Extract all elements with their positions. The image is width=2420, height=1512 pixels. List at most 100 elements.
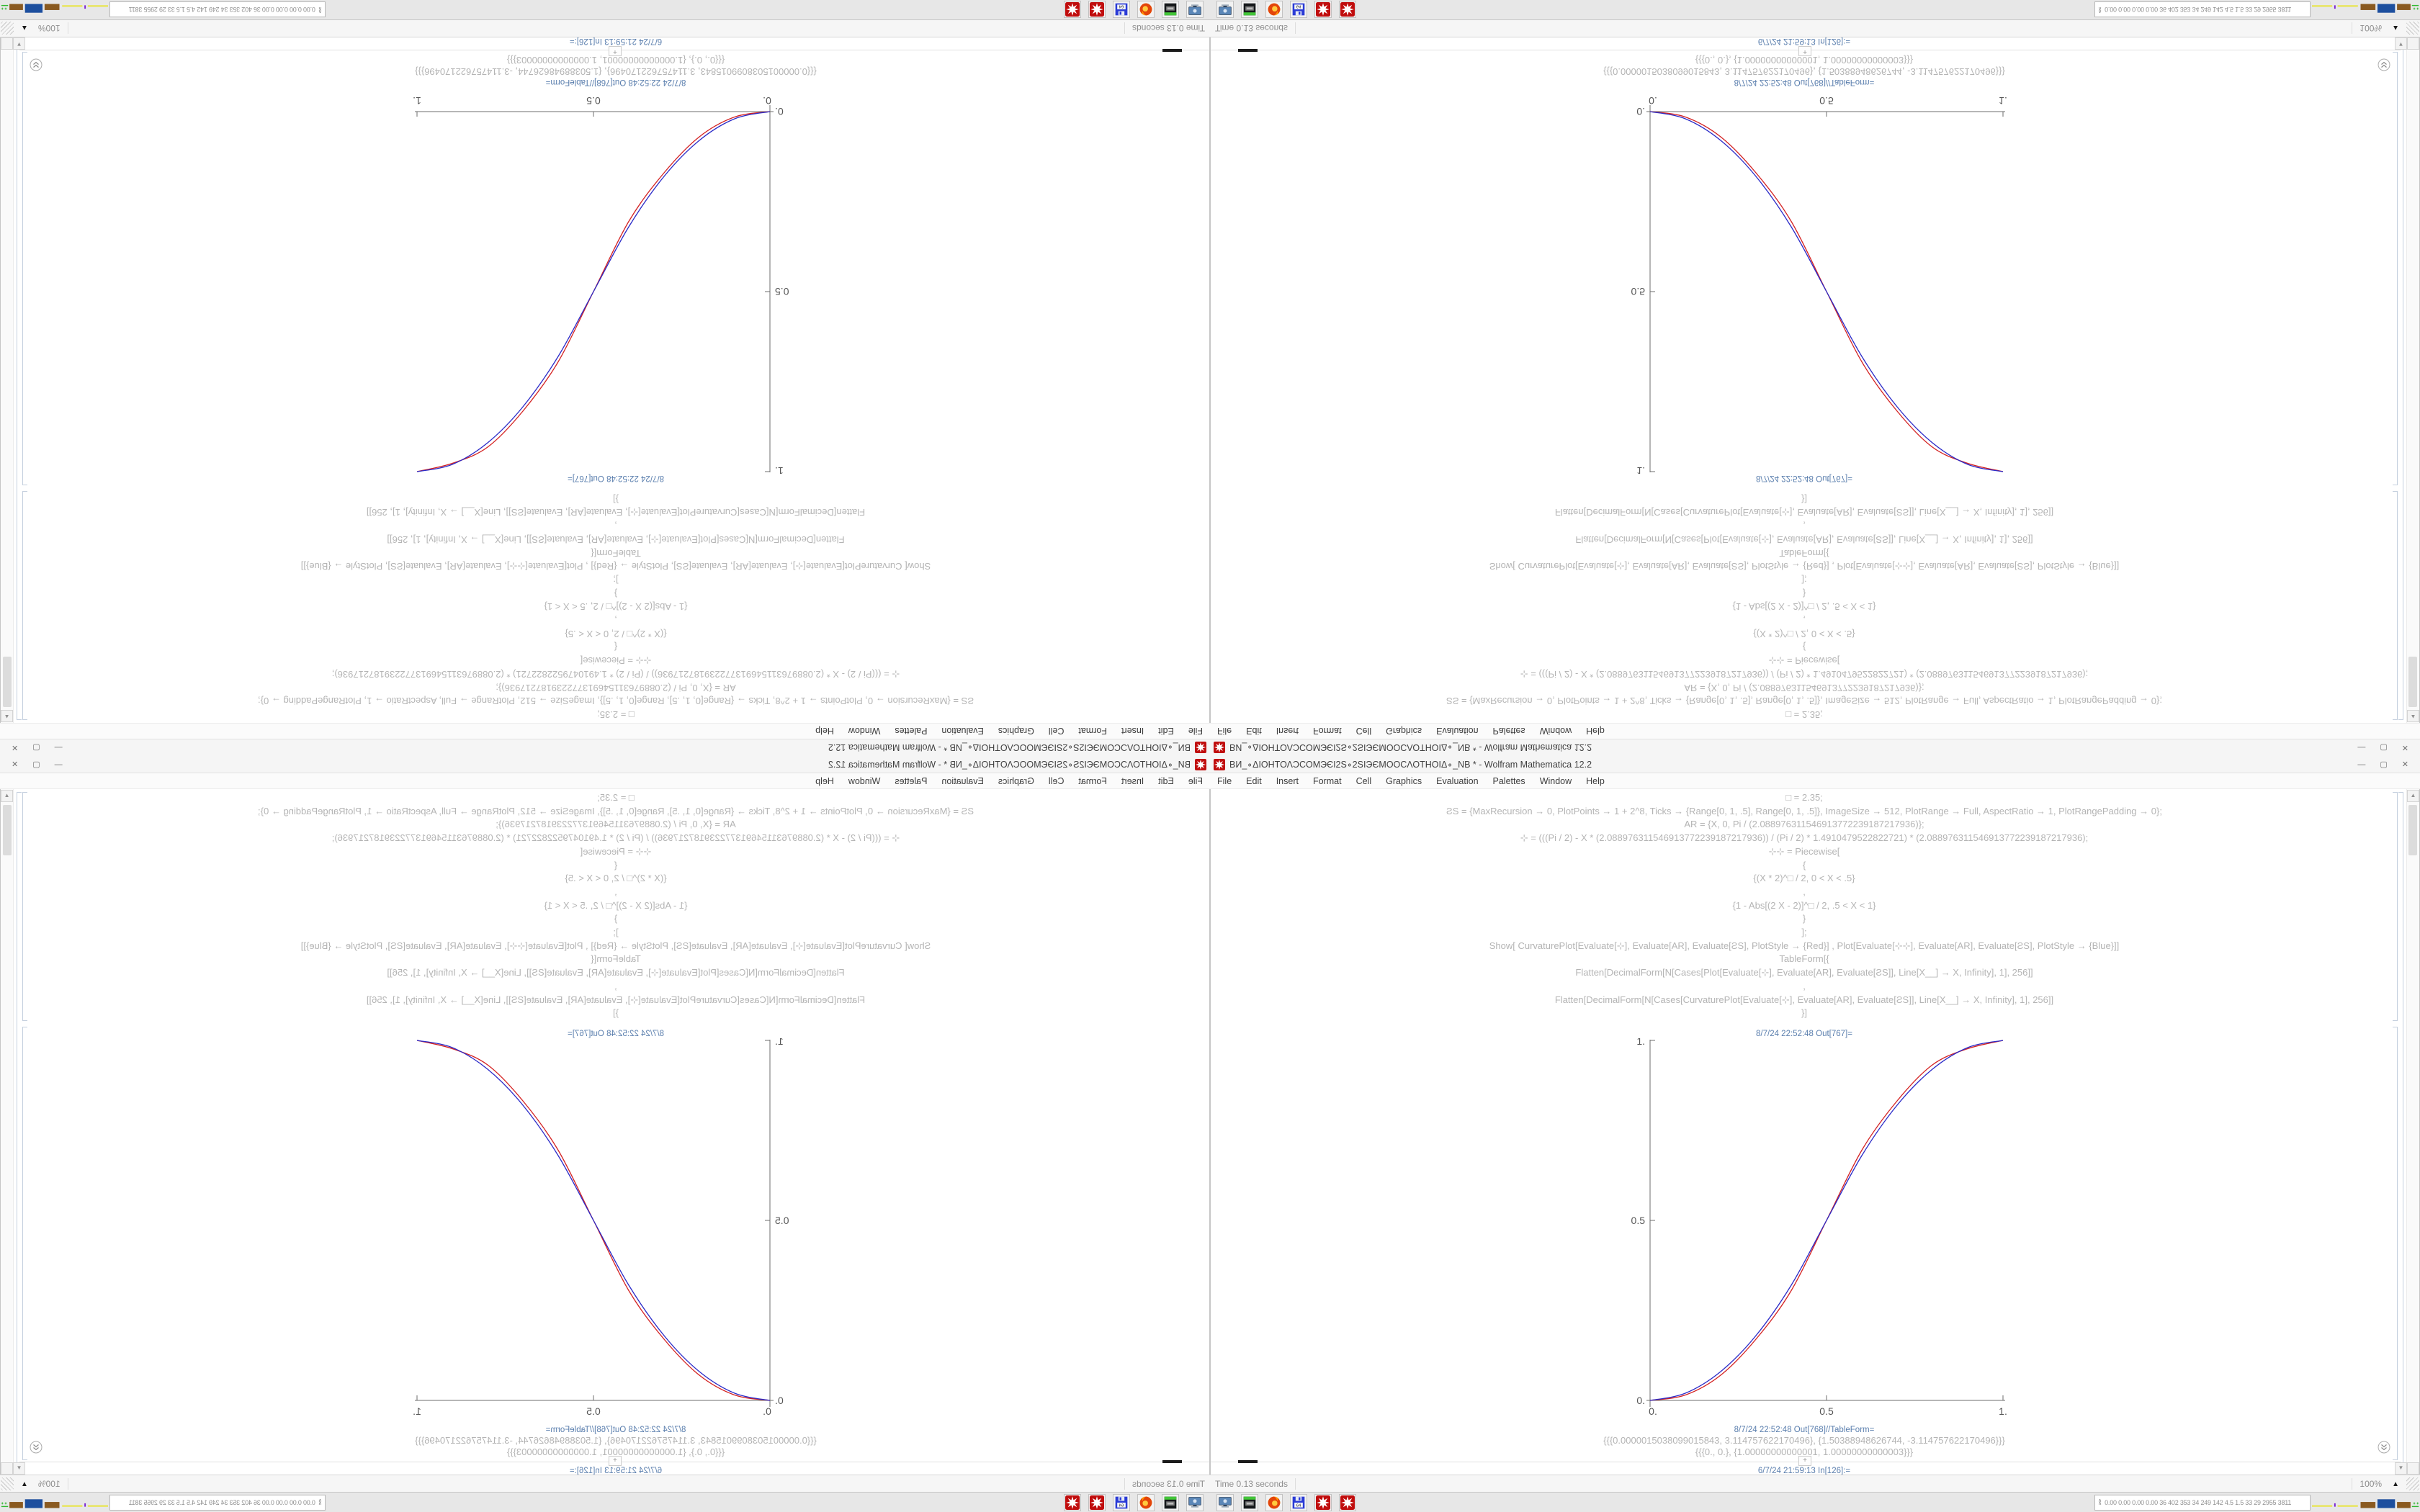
menu-help[interactable]: Help <box>815 775 834 786</box>
zoom-level[interactable]: 100% <box>2360 1479 2383 1489</box>
code-line[interactable]: } <box>1802 588 1806 599</box>
horizontal-scroll-thumb[interactable] <box>1162 1460 1182 1463</box>
code-line[interactable]: , <box>1803 886 1806 897</box>
menu-insert[interactable]: Insert <box>1276 726 1299 737</box>
code-line[interactable]: {1 - Abs[(2 X - 2)]^□ / 2, .5 < X < 1} <box>544 601 688 613</box>
cell-bracket-output[interactable] <box>22 1027 27 1460</box>
tray-expand-icon[interactable]: ∧ ∧ <box>2098 1498 2102 1506</box>
tray-readout-panel[interactable]: ∧ ∧ 0.00 0.00 0.00 0.00 36 402 353 34 249… <box>109 1 326 17</box>
scroll-down-icon[interactable]: ▼ <box>2395 1462 2407 1475</box>
mathematica-kernel-icon[interactable] <box>1314 1 1332 18</box>
code-line[interactable]: TableForm[{ <box>1779 953 1829 965</box>
gpu-tool-icon[interactable] <box>1241 1 1258 18</box>
code-line[interactable]: Flatten[DecimalForm[N[Cases[Plot[Evaluat… <box>1575 534 2033 545</box>
mathematica-kernel-icon[interactable] <box>1088 1494 1106 1511</box>
menu-insert[interactable]: Insert <box>1121 775 1144 786</box>
gpu-tool-icon[interactable] <box>1241 1494 1258 1511</box>
menu-graphics[interactable]: Graphics <box>1386 726 1422 737</box>
code-line[interactable]: Flatten[DecimalForm[N[Cases[CurvaturePlo… <box>366 994 866 1005</box>
code-line[interactable]: AR = {X, 0, Pi / (2.08897631154691377223… <box>1684 682 1924 693</box>
code-line[interactable]: ƧS = {MaxRecursion → 0, PlotPoints → 1 +… <box>1446 696 2162 707</box>
code-line[interactable]: , <box>614 980 617 991</box>
menu-file[interactable]: File <box>1217 726 1232 737</box>
floppy-64-icon[interactable]: 64 <box>1290 1 1307 18</box>
code-line[interactable]: Flatten[DecimalForm[N[Cases[CurvaturePlo… <box>366 507 866 518</box>
menu-palettes[interactable]: Palettes <box>895 775 928 786</box>
code-line[interactable]: }] <box>1801 493 1807 505</box>
cell-bracket-output[interactable] <box>22 52 27 485</box>
code-line[interactable]: , <box>1803 521 1806 532</box>
code-line[interactable]: Flatten[DecimalForm[N[Cases[Plot[Evaluat… <box>387 534 845 545</box>
scroll-up-icon[interactable]: ▲ <box>2407 710 2419 722</box>
code-line[interactable]: ⊹ = (((Pi / 2) - X * (2.0889763115469137… <box>1520 668 2089 680</box>
code-line[interactable]: □ = 2.35; <box>1785 709 1823 720</box>
code-line[interactable]: {(X * 2)^□ / 2, 0 < X < .5} <box>565 628 667 639</box>
menu-edit[interactable]: Edit <box>1246 726 1262 737</box>
code-line[interactable]: ƧS = {MaxRecursion → 0, PlotPoints → 1 +… <box>258 805 974 816</box>
code-line[interactable]: ⊹ = (((Pi / 2) - X * (2.0889763115469137… <box>331 668 900 680</box>
input-cell[interactable]: □ = 2.35; ƧS = {MaxRecursion → 0, PlotPo… <box>1211 492 2398 721</box>
tray-expand-icon[interactable]: ∧ ∧ <box>318 6 322 14</box>
cell-bracket-output[interactable] <box>2393 1027 2398 1460</box>
insert-cell-button[interactable]: + <box>1798 1456 1811 1466</box>
system-monitor-icon[interactable] <box>1186 1494 1204 1511</box>
code-line[interactable]: {1 - Abs[(2 X - 2)]^□ / 2, .5 < X < 1} <box>1732 899 1876 911</box>
code-line[interactable]: Flatten[DecimalForm[N[Cases[Plot[Evaluat… <box>1575 967 2033 978</box>
mathematica-kernel-icon[interactable] <box>1088 1 1106 18</box>
menu-file[interactable]: File <box>1188 726 1203 737</box>
resize-grip-icon[interactable] <box>1 1477 14 1490</box>
menu-evaluation[interactable]: Evaluation <box>1436 726 1479 737</box>
mathematica-kernel-icon[interactable] <box>1314 1494 1332 1511</box>
insert-cell-button[interactable]: + <box>609 1456 622 1466</box>
menu-evaluation[interactable]: Evaluation <box>1436 775 1479 786</box>
menu-edit[interactable]: Edit <box>1246 775 1262 786</box>
menu-evaluation[interactable]: Evaluation <box>941 775 984 786</box>
code-line[interactable]: □ = 2.35; <box>1785 792 1823 803</box>
scrollbar-thumb[interactable] <box>2408 805 2417 855</box>
tray-readout-panel[interactable]: ∧ ∧ 0.00 0.00 0.00 0.00 36 402 353 34 249… <box>109 1495 326 1511</box>
zoom-menu-icon[interactable]: ▲ <box>21 1480 28 1488</box>
vertical-scrollbar[interactable]: ▲ <box>2406 49 2419 723</box>
code-line[interactable]: ]; <box>1801 927 1807 938</box>
mathematica-frontend-icon[interactable] <box>1339 1494 1356 1511</box>
close-button[interactable]: ✕ <box>2401 743 2408 752</box>
menu-cell[interactable]: Cell <box>1048 726 1065 737</box>
code-line[interactable]: TableForm[{ <box>1779 547 1829 559</box>
code-line[interactable]: ]; <box>1801 574 1807 585</box>
scroll-up-icon[interactable]: ▲ <box>1 710 13 722</box>
scroll-down-icon[interactable]: ▼ <box>13 1462 25 1475</box>
firefox-icon[interactable] <box>1265 1 1283 18</box>
cell-bracket-outer[interactable] <box>2398 42 2403 720</box>
menu-format[interactable]: Format <box>1312 775 1342 786</box>
system-monitor-icon[interactable] <box>1216 1494 1234 1511</box>
tray-readout-panel[interactable]: ∧ ∧ 0.00 0.00 0.00 0.00 36 402 353 34 249… <box>2094 1 2311 17</box>
input-cell[interactable]: □ = 2.35; ƧS = {MaxRecursion → 0, PlotPo… <box>22 791 1209 1020</box>
menu-file[interactable]: File <box>1217 775 1232 786</box>
code-line[interactable]: {(X * 2)^□ / 2, 0 < X < .5} <box>565 873 667 884</box>
menu-graphics[interactable]: Graphics <box>998 726 1034 737</box>
menu-evaluation[interactable]: Evaluation <box>941 726 984 737</box>
cell-bracket-input[interactable] <box>22 792 27 1021</box>
code-line[interactable]: {(X * 2)^□ / 2, 0 < X < .5} <box>1753 873 1855 884</box>
horizontal-scroll-thumb[interactable] <box>1162 49 1182 52</box>
code-line[interactable]: }] <box>613 493 619 505</box>
code-line[interactable]: ⊹ = (((Pi / 2) - X * (2.0889763115469137… <box>1520 832 2089 844</box>
code-line[interactable]: □ = 2.35; <box>597 709 635 720</box>
minimize-button[interactable]: — <box>2357 743 2366 752</box>
code-line[interactable]: , <box>614 615 617 626</box>
menu-palettes[interactable]: Palettes <box>1492 726 1525 737</box>
code-line[interactable]: ƧS = {MaxRecursion → 0, PlotPoints → 1 +… <box>258 696 974 707</box>
cell-bracket-outer[interactable] <box>17 792 22 1470</box>
code-line[interactable]: { <box>1802 859 1806 870</box>
code-line[interactable]: Show[ CurvaturePlot[Evaluate[⊹], Evaluat… <box>300 940 931 951</box>
code-line[interactable]: ⊹⊹ = Piecewise[ <box>1768 655 1840 667</box>
code-line[interactable]: ]; <box>613 927 619 938</box>
cell-bracket-input[interactable] <box>2393 792 2398 1021</box>
scroll-to-end-icon[interactable] <box>2378 1441 2390 1454</box>
code-line[interactable]: {1 - Abs[(2 X - 2)]^□ / 2, .5 < X < 1} <box>544 899 688 911</box>
scrollbar-thumb[interactable] <box>3 805 12 855</box>
code-line[interactable]: ⊹ = (((Pi / 2) - X * (2.0889763115469137… <box>331 832 900 844</box>
scroll-up-icon[interactable]: ▲ <box>1 790 13 802</box>
code-line[interactable]: , <box>614 521 617 532</box>
menu-window[interactable]: Window <box>1539 775 1572 786</box>
